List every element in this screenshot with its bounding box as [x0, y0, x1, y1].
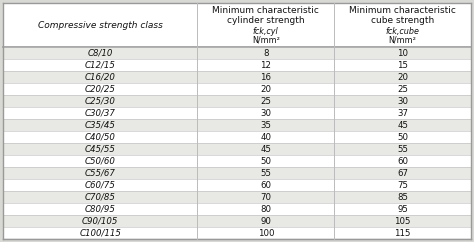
Text: C40/50: C40/50: [85, 133, 116, 142]
Bar: [3, 227, 471, 239]
Text: 8: 8: [263, 48, 269, 58]
Text: 60: 60: [397, 157, 408, 166]
Text: 37: 37: [397, 108, 408, 118]
Text: 12: 12: [260, 60, 271, 69]
Text: 50: 50: [260, 157, 271, 166]
Bar: [3, 143, 471, 155]
Bar: [3, 191, 471, 203]
Text: 45: 45: [260, 144, 271, 153]
Text: Minimum characteristic
cylinder strength: Minimum characteristic cylinder strength: [212, 6, 319, 25]
Text: 20: 20: [260, 84, 271, 93]
Text: Compressive strength class: Compressive strength class: [37, 21, 163, 30]
Text: 100: 100: [257, 228, 274, 237]
Text: C25/30: C25/30: [85, 97, 116, 106]
Text: 105: 105: [394, 217, 411, 226]
Text: 115: 115: [394, 228, 411, 237]
Text: 10: 10: [397, 48, 408, 58]
Text: fck,cube: fck,cube: [386, 27, 419, 36]
Text: C50/60: C50/60: [85, 157, 116, 166]
Bar: [3, 179, 471, 191]
Text: 80: 80: [260, 204, 271, 213]
Bar: [3, 203, 471, 215]
Text: 85: 85: [397, 192, 408, 202]
Text: C55/67: C55/67: [85, 168, 116, 177]
Text: 95: 95: [397, 204, 408, 213]
Text: 15: 15: [397, 60, 408, 69]
Bar: [3, 107, 471, 119]
Bar: [3, 131, 471, 143]
Text: 16: 16: [260, 73, 271, 82]
Text: C100/115: C100/115: [79, 228, 121, 237]
Bar: [3, 95, 471, 107]
Text: 75: 75: [397, 181, 408, 189]
Bar: [3, 47, 471, 59]
Text: 60: 60: [260, 181, 271, 189]
Text: 50: 50: [397, 133, 408, 142]
Text: 30: 30: [397, 97, 408, 106]
Text: 35: 35: [260, 121, 271, 129]
Text: 70: 70: [260, 192, 271, 202]
Text: 30: 30: [260, 108, 271, 118]
Text: C12/15: C12/15: [85, 60, 116, 69]
Text: 67: 67: [397, 168, 408, 177]
Bar: [3, 215, 471, 227]
Text: 90: 90: [260, 217, 271, 226]
Bar: [3, 155, 471, 167]
Text: 25: 25: [397, 84, 408, 93]
Text: 45: 45: [397, 121, 408, 129]
Text: C80/95: C80/95: [85, 204, 116, 213]
Bar: [3, 71, 471, 83]
Text: fck,cyl: fck,cyl: [253, 27, 279, 36]
Text: C45/55: C45/55: [85, 144, 116, 153]
Text: 55: 55: [397, 144, 408, 153]
Text: 55: 55: [260, 168, 271, 177]
Bar: [3, 3, 471, 47]
Text: N/mm²: N/mm²: [252, 36, 280, 45]
Text: Minimum characteristic
cube strength: Minimum characteristic cube strength: [349, 6, 456, 25]
Text: C35/45: C35/45: [85, 121, 116, 129]
Text: N/mm²: N/mm²: [389, 36, 417, 45]
Text: C70/85: C70/85: [85, 192, 116, 202]
Text: C8/10: C8/10: [87, 48, 113, 58]
Text: 25: 25: [260, 97, 271, 106]
Text: 40: 40: [260, 133, 271, 142]
Bar: [3, 119, 471, 131]
Text: C16/20: C16/20: [85, 73, 116, 82]
Text: C30/37: C30/37: [85, 108, 116, 118]
Text: C90/105: C90/105: [82, 217, 118, 226]
Bar: [3, 83, 471, 95]
Bar: [3, 59, 471, 71]
Text: 20: 20: [397, 73, 408, 82]
Text: C20/25: C20/25: [85, 84, 116, 93]
Bar: [3, 167, 471, 179]
Text: C60/75: C60/75: [85, 181, 116, 189]
